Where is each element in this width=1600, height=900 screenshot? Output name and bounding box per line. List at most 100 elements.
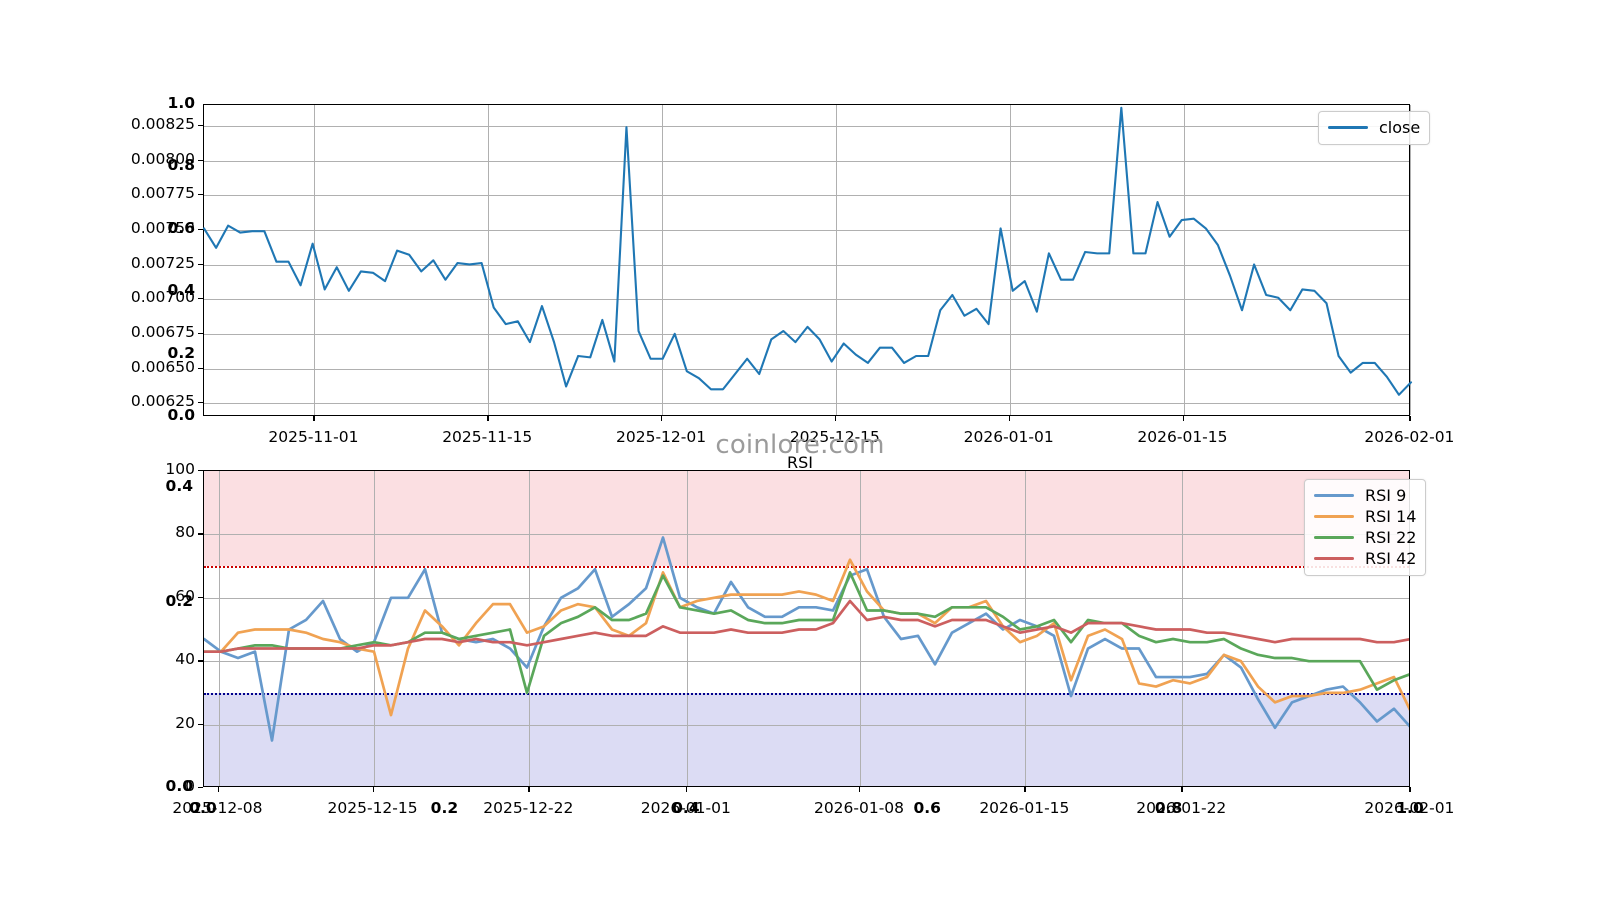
- x-tick-mark: [1024, 787, 1026, 792]
- x-tick-label-secondary: 0.6: [913, 799, 941, 817]
- x-tick-label-secondary: 0.4: [672, 799, 700, 817]
- y-tick-label: 0.00725: [130, 253, 195, 272]
- y-tick-mark: [198, 124, 203, 127]
- gridline-vertical: [1009, 105, 1011, 415]
- gridline-horizontal: [204, 403, 1409, 405]
- gridline-horizontal: [204, 661, 1409, 663]
- gridline-vertical: [686, 471, 688, 786]
- price-legend: close: [1318, 111, 1431, 145]
- y-tick-label-secondary: 0.2: [167, 343, 195, 362]
- gridline-horizontal: [204, 125, 1409, 127]
- y-tick-label-secondary: 1.0: [167, 94, 195, 112]
- y-tick-label: 0.00650: [130, 357, 195, 376]
- price-plot-area: [202, 104, 1413, 416]
- y-tick-label: 0.00700: [130, 288, 195, 307]
- y-tick-label: 0.00625: [130, 392, 195, 411]
- x-tick-mark: [1182, 416, 1184, 421]
- x-tick-label-secondary: 1.0: [1396, 799, 1424, 817]
- legend-color-swatch: [1314, 535, 1354, 540]
- rsi-plot-area: [203, 470, 1410, 787]
- y-tick-mark: [198, 787, 203, 789]
- x-tick-label: 2025-11-15: [442, 428, 533, 446]
- x-tick-label-secondary: 0.2: [430, 799, 459, 817]
- x-tick-label: 2025-12-15: [789, 428, 880, 446]
- x-tick-label-secondary: 0.0: [189, 799, 217, 817]
- x-tick-label: 2026-01-22: [1136, 799, 1227, 817]
- y-tick-mark: [198, 402, 203, 404]
- y-tick-label-secondary: 0.0: [167, 406, 195, 424]
- x-tick-label: 2026-02-01: [1364, 428, 1455, 446]
- y-tick-mark: [198, 367, 203, 369]
- y-tick-mark: [198, 159, 203, 161]
- y-tick-mark: [198, 596, 203, 599]
- y-tick-label: 20: [175, 713, 195, 732]
- x-tick-mark: [1181, 787, 1183, 792]
- legend-color-swatch: [1314, 493, 1354, 498]
- gridline-horizontal: [204, 597, 1409, 599]
- y-tick-label-secondary: 0.2: [165, 591, 193, 610]
- legend-label: RSI 14: [1365, 506, 1417, 526]
- y-tick-label-secondary: 0.8: [167, 156, 195, 175]
- legend-item[interactable]: close: [1328, 117, 1420, 138]
- oversold-threshold-line: [204, 692, 1409, 695]
- y-tick-mark: [198, 228, 203, 231]
- rsi-series-lines: [204, 536, 1409, 742]
- y-tick-mark: [198, 263, 203, 265]
- watermark: coinlore.com: [715, 430, 885, 460]
- legend-item[interactable]: RSI 42: [1314, 548, 1416, 569]
- legend-color-swatch: [1314, 514, 1354, 519]
- x-tick-mark: [1409, 787, 1411, 792]
- x-tick-label: 2025-12-15: [327, 799, 418, 817]
- y-tick-label: 40: [175, 650, 195, 669]
- gridline-vertical: [662, 105, 664, 415]
- gridline-horizontal: [204, 195, 1409, 197]
- x-tick-mark: [1008, 416, 1011, 421]
- gridline-horizontal: [204, 160, 1409, 162]
- gridline-vertical: [1410, 105, 1412, 415]
- x-tick-label: 2025-12-22: [483, 799, 574, 817]
- y-tick-label: 0.00825: [130, 114, 195, 133]
- gridline-vertical: [860, 471, 861, 786]
- y-tick-label: 0: [185, 777, 195, 795]
- gridline-vertical: [373, 471, 375, 786]
- legend-item[interactable]: RSI 22: [1314, 527, 1416, 548]
- price-chart-panel: 0.00625 0.00650 0.00675 0.00700 0.00725 0.007…: [130, 94, 1455, 446]
- x-tick-label: 2026-01-15: [1137, 428, 1228, 446]
- gridline-horizontal: [204, 724, 1409, 726]
- x-tick-mark: [217, 787, 219, 792]
- y-tick-label: 100: [165, 460, 195, 478]
- x-tick-mark: [487, 416, 489, 421]
- x-tick-mark: [685, 787, 688, 792]
- gridline-horizontal: [204, 229, 1409, 231]
- overbought-band: [204, 471, 1409, 567]
- y-tick-label-secondary: 0.4: [165, 477, 193, 496]
- legend-item[interactable]: RSI 14: [1314, 506, 1416, 527]
- y-tick-label-secondary: 0.0: [165, 777, 193, 795]
- gridline-horizontal: [204, 333, 1409, 335]
- y-tick-label-secondary: 0.6: [167, 218, 195, 237]
- y-tick-mark: [198, 533, 203, 535]
- x-tick-label: 2026-01-01: [963, 428, 1054, 446]
- legend-label: RSI 22: [1365, 527, 1417, 547]
- y-tick-mark: [198, 194, 203, 196]
- gridline-horizontal: [204, 299, 1409, 301]
- y-tick-label: 0.00750: [130, 218, 195, 237]
- legend-color-swatch: [1314, 556, 1354, 561]
- y-tick-mark: [198, 332, 203, 335]
- oversold-band: [204, 692, 1409, 786]
- x-tick-mark: [372, 787, 374, 792]
- y-tick-mark: [198, 470, 203, 472]
- y-tick-mark: [198, 298, 203, 300]
- gridline-vertical: [529, 471, 531, 786]
- legend-item[interactable]: RSI 9: [1314, 485, 1416, 506]
- rsi-chart-title: RSI: [787, 453, 813, 472]
- gridline-vertical: [314, 105, 316, 415]
- legend-color-swatch: [1328, 125, 1368, 130]
- y-tick-label: 60: [175, 586, 195, 605]
- price-line-close: [202, 106, 1413, 396]
- gridline-horizontal: [204, 264, 1409, 266]
- gridline-vertical: [1183, 105, 1185, 415]
- y-tick-label: 0.00675: [130, 322, 195, 341]
